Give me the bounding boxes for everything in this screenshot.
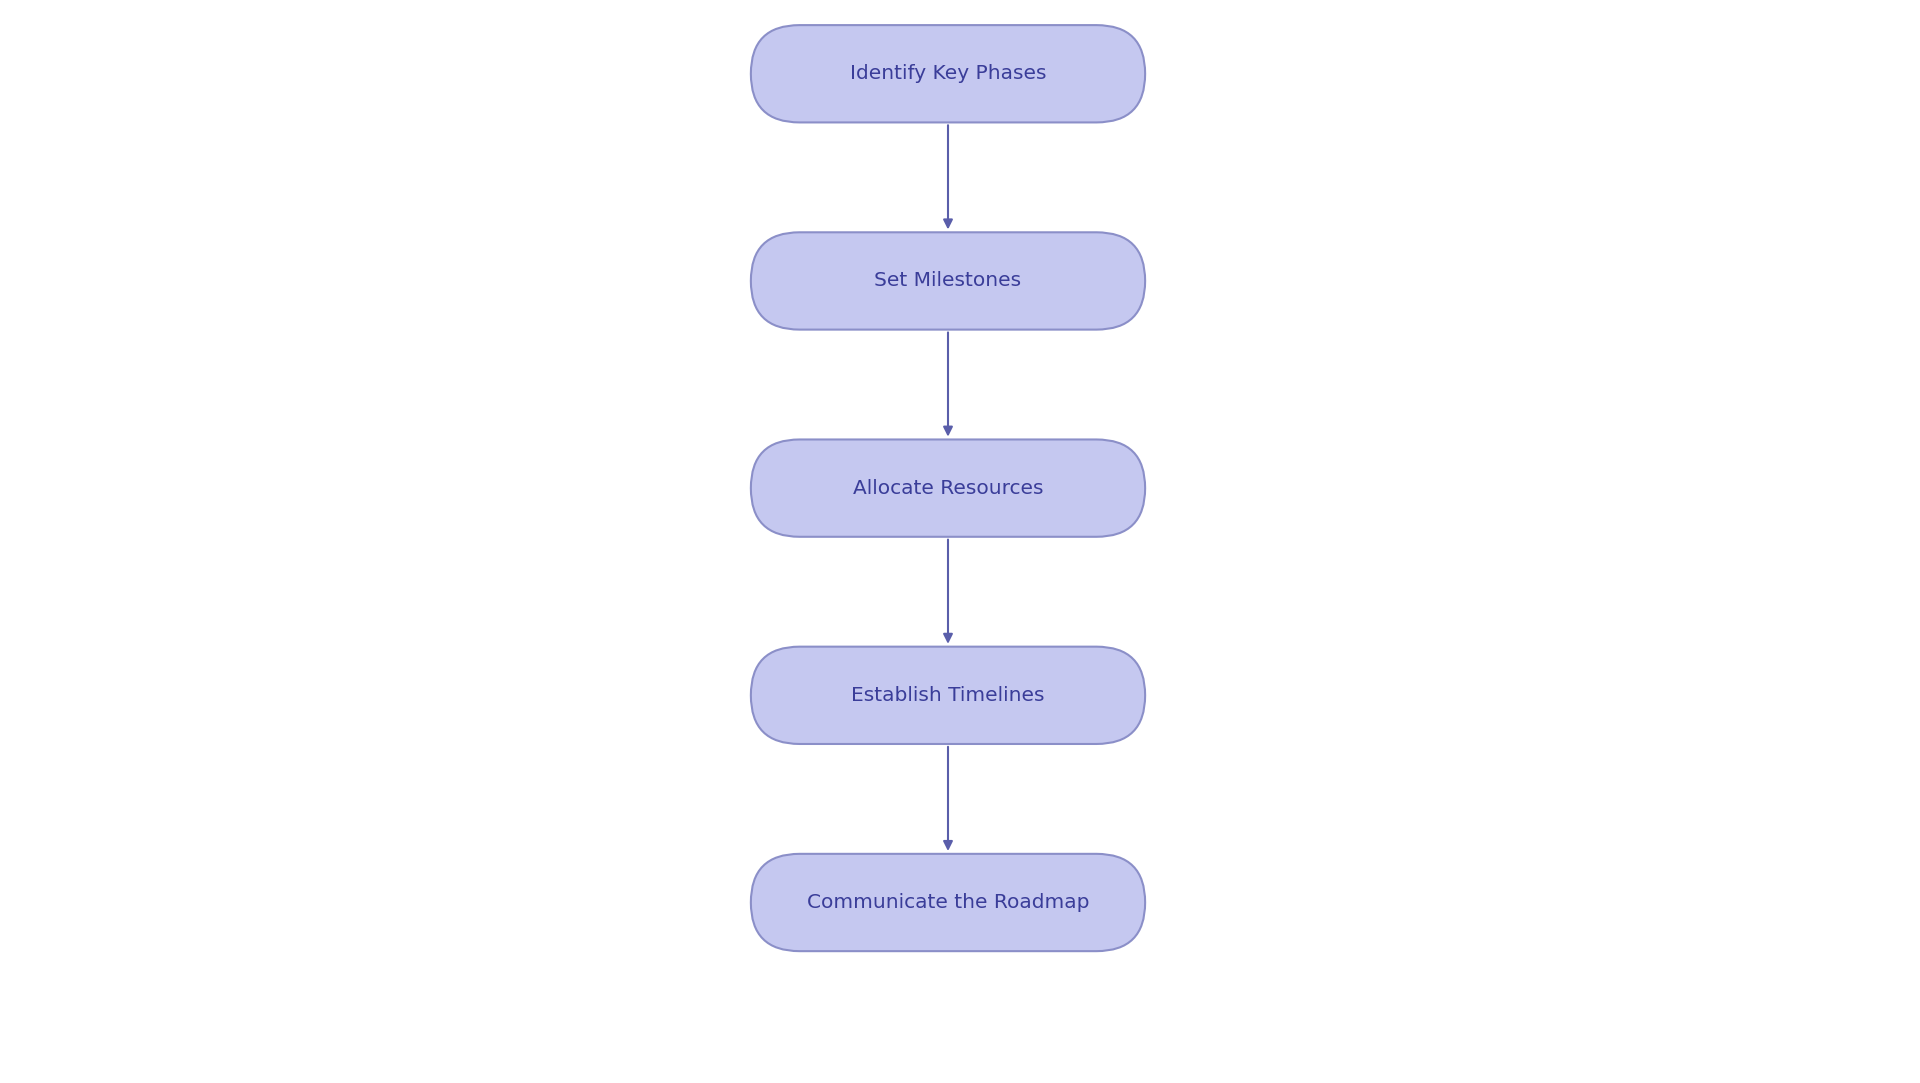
- FancyBboxPatch shape: [751, 232, 1144, 329]
- FancyBboxPatch shape: [751, 440, 1144, 537]
- Text: Establish Timelines: Establish Timelines: [851, 686, 1044, 705]
- Text: Identify Key Phases: Identify Key Phases: [851, 64, 1046, 83]
- Text: Allocate Resources: Allocate Resources: [852, 479, 1043, 497]
- Text: Set Milestones: Set Milestones: [874, 272, 1021, 290]
- Text: Communicate the Roadmap: Communicate the Roadmap: [806, 893, 1089, 912]
- FancyBboxPatch shape: [751, 647, 1144, 744]
- FancyBboxPatch shape: [751, 25, 1144, 122]
- FancyBboxPatch shape: [751, 853, 1144, 951]
